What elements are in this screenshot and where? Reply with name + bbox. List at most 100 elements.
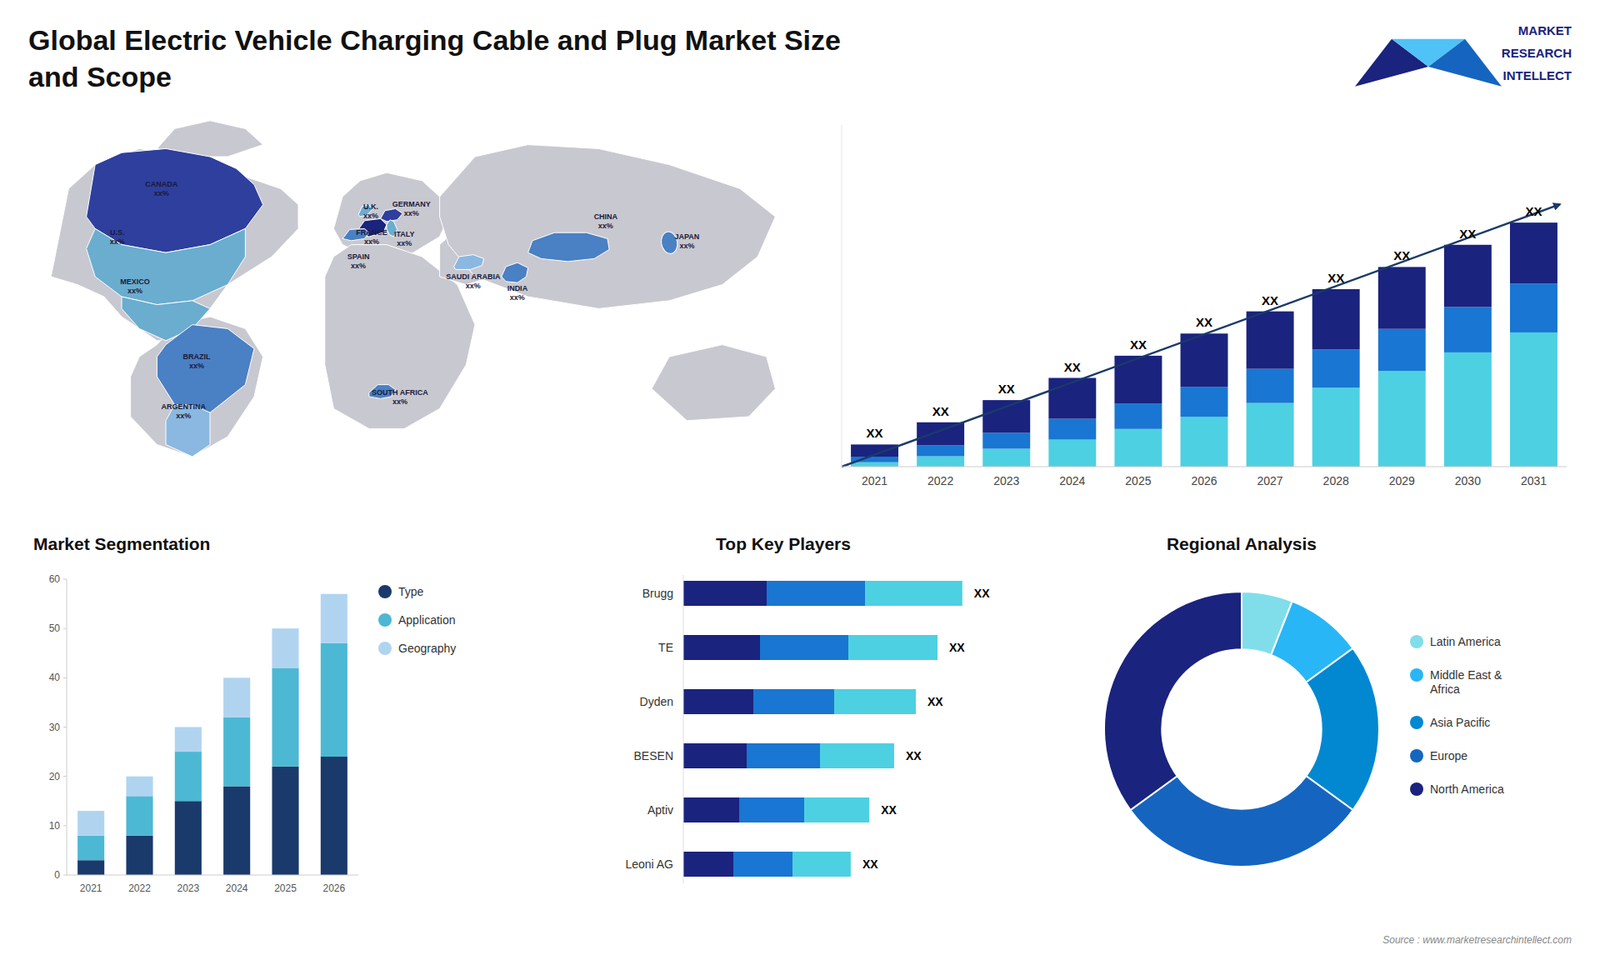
- country-share: xx%: [392, 397, 408, 406]
- bar-annotation: XX: [1525, 204, 1542, 219]
- country-label: INDIAxx%: [507, 284, 529, 302]
- logo-text: RESEARCH: [1501, 45, 1572, 60]
- x-axis: [841, 466, 1567, 468]
- player-bar: [683, 580, 963, 606]
- y-tick-label: Dyden: [640, 695, 674, 709]
- bar-annotation: XX: [927, 695, 944, 709]
- country-label: SOUTH AFRICAxx%: [371, 388, 429, 406]
- y-tick: [63, 875, 67, 876]
- bar-annotation: XX: [1130, 337, 1147, 352]
- x-tick-label: 2029: [1389, 474, 1415, 488]
- bar-segment: [982, 400, 1030, 433]
- country-name: SOUTH AFRICA: [371, 388, 429, 397]
- legend-label: Asia Pacific: [1430, 715, 1490, 730]
- bar-segment: [175, 800, 202, 875]
- bars: [77, 594, 348, 875]
- x-tick-label: 2030: [1455, 474, 1481, 488]
- source-text: Source : www.marketresearchintellect.com: [1382, 934, 1572, 946]
- bar-segment: [1048, 378, 1096, 420]
- y-tick-label: 40: [49, 671, 61, 684]
- bar-segment: [1246, 369, 1295, 404]
- country-label: FRANCExx%: [355, 228, 388, 246]
- country-share: xx%: [396, 239, 412, 248]
- bar-segment: [1180, 416, 1229, 467]
- country-label: U.S.xx%: [110, 228, 125, 246]
- legend-swatch: [1410, 782, 1424, 796]
- country-name: INDIA: [507, 284, 529, 293]
- legend-swatch: [1410, 668, 1424, 682]
- bar-segment: [1048, 440, 1096, 467]
- y-tick: [63, 579, 67, 580]
- country-label: SAUDI ARABIAxx%: [445, 272, 501, 290]
- bar-segment: [77, 835, 105, 861]
- land: [333, 172, 449, 257]
- x-tick-label: 2026: [322, 882, 345, 895]
- bar-segment: [850, 462, 899, 467]
- bar-segment: [175, 727, 202, 753]
- y-tick-label: TE: [658, 640, 674, 655]
- bar-segment: [320, 756, 348, 875]
- x-tick-label: 2027: [1257, 474, 1284, 488]
- bar-segment: [1114, 429, 1162, 467]
- panel-title: Regional Analysis: [1166, 534, 1317, 554]
- market-size-chart: XX2021XX2022XX2023XX2024XX2025XX2026XX20…: [841, 125, 1567, 488]
- country: [380, 208, 404, 221]
- y-tick-label: 0: [54, 869, 60, 881]
- country: [454, 255, 485, 270]
- bar-annotation: XX: [974, 586, 990, 600]
- x-tick-label: 2031: [1520, 474, 1547, 488]
- y-tick-label: Leoni AG: [625, 857, 674, 871]
- country-name: CANADA: [145, 180, 178, 189]
- legend-label: North America: [1430, 782, 1505, 796]
- y-tick: [63, 677, 67, 679]
- bar-segment: [223, 786, 250, 876]
- bar-annotation: XX: [1327, 270, 1345, 285]
- y-tick-label: Brugg: [642, 586, 674, 600]
- country-label: ITALYxx%: [394, 230, 415, 248]
- logo-text: INTELLECT: [1503, 68, 1573, 83]
- bar-segment: [1510, 222, 1558, 284]
- y-tick-label: Aptiv: [647, 803, 674, 817]
- country-label: GERMANYxx%: [392, 200, 431, 218]
- bar-annotation: XX: [1393, 248, 1410, 263]
- y-tick-label: BESEN: [634, 749, 674, 763]
- bar-segment: [320, 594, 348, 644]
- legend-label: Middle East &Africa: [1430, 668, 1503, 696]
- bar-segment: [1246, 311, 1295, 370]
- bar-annotation: XX: [1064, 360, 1081, 375]
- bar-annotation: XX: [949, 640, 965, 655]
- x-tick-label: 2025: [1125, 474, 1151, 488]
- bar-segment: [1114, 355, 1162, 404]
- panel-title: Market Segmentation: [33, 534, 210, 554]
- x-tick-label: 2021: [861, 474, 888, 488]
- text-line: Global Electric Vehicle Charging Cable a…: [28, 24, 841, 56]
- bar-segment: [320, 643, 348, 757]
- bar-segment: [1378, 370, 1426, 467]
- bar-segment: [125, 795, 153, 835]
- bar-annotation: XX: [998, 381, 1015, 396]
- x-tick-label: 2022: [927, 474, 954, 488]
- x-tick-label: 2022: [128, 882, 151, 895]
- country-share: xx%: [679, 241, 695, 250]
- bar-segment: [1510, 332, 1558, 467]
- x-tick-label: 2023: [993, 474, 1020, 488]
- y-tick: [63, 726, 67, 728]
- x-tick-label: 2023: [176, 882, 200, 895]
- legend-swatch: [1410, 715, 1424, 730]
- country: [86, 228, 246, 305]
- country-label: U.K.xx%: [363, 202, 379, 220]
- y-tick-label: 20: [49, 770, 61, 783]
- country: [165, 405, 210, 457]
- country: [528, 232, 610, 262]
- bar-segment: [1114, 403, 1162, 430]
- x-tick-label: 2024: [1059, 474, 1085, 488]
- background: [0, 0, 1600, 955]
- legend-swatch: [1410, 749, 1424, 763]
- country-name: SPAIN: [347, 252, 370, 261]
- country-share: xx%: [154, 189, 170, 198]
- logo-text: MARKET: [1518, 23, 1572, 38]
- legend-label: Latin America: [1430, 635, 1501, 649]
- y-tick-label: 50: [49, 622, 61, 635]
- country-share: xx%: [350, 261, 366, 270]
- bar-segment: [223, 677, 250, 717]
